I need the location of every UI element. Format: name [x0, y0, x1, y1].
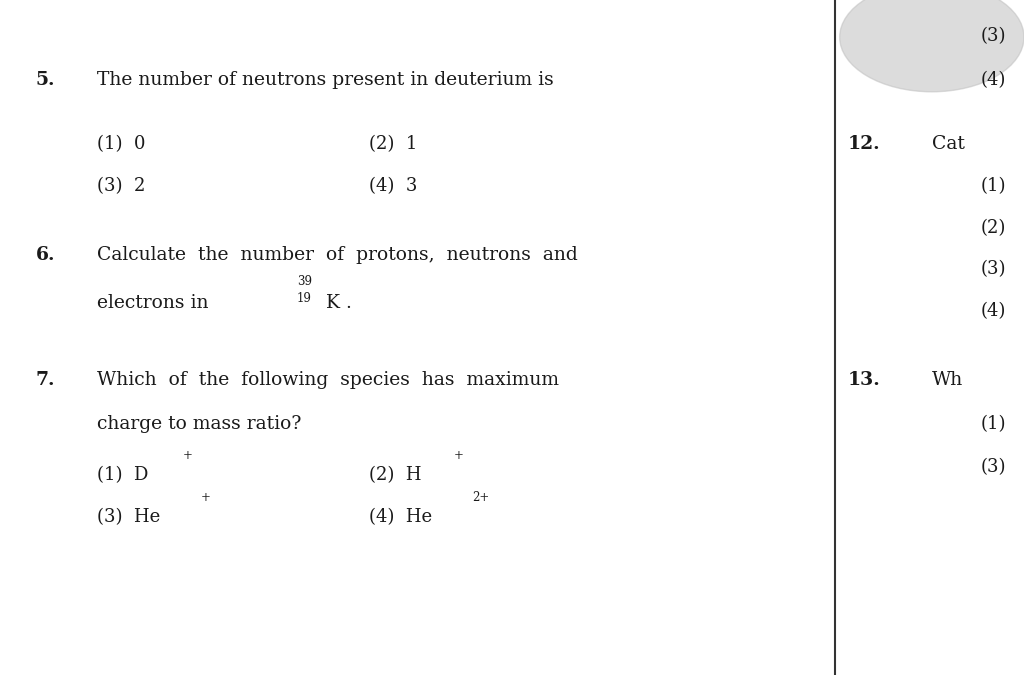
Text: +: + — [454, 449, 464, 462]
Text: (1): (1) — [981, 177, 1007, 195]
Text: (3): (3) — [981, 27, 1007, 45]
Text: (2)  H: (2) H — [369, 466, 421, 484]
Text: (4)  He: (4) He — [369, 508, 432, 526]
Text: K .: K . — [326, 294, 351, 312]
Text: 19: 19 — [297, 292, 312, 305]
Text: Calculate  the  number  of  protons,  neutrons  and: Calculate the number of protons, neutron… — [97, 246, 578, 265]
Text: (3)  He: (3) He — [97, 508, 161, 526]
Text: (2)  1: (2) 1 — [369, 135, 417, 153]
Text: 12.: 12. — [848, 135, 881, 153]
Text: +: + — [201, 491, 211, 504]
Text: (1)  0: (1) 0 — [97, 135, 145, 153]
Text: 39: 39 — [297, 275, 312, 288]
Text: charge to mass ratio?: charge to mass ratio? — [97, 415, 302, 433]
Text: (4): (4) — [981, 302, 1007, 321]
Text: (1)  D: (1) D — [97, 466, 148, 484]
Text: 13.: 13. — [848, 371, 881, 389]
Ellipse shape — [840, 0, 1024, 92]
Text: (1): (1) — [981, 415, 1007, 433]
Text: (3): (3) — [981, 261, 1007, 279]
Text: Which  of  the  following  species  has  maximum: Which of the following species has maxim… — [97, 371, 559, 389]
Text: (4): (4) — [981, 71, 1007, 89]
Text: (2): (2) — [981, 219, 1007, 237]
Text: 2+: 2+ — [472, 491, 489, 504]
Text: electrons in: electrons in — [97, 294, 209, 312]
Text: Wh: Wh — [932, 371, 964, 389]
Text: 6.: 6. — [36, 246, 55, 265]
Text: Cat: Cat — [932, 135, 965, 153]
Text: (3): (3) — [981, 458, 1007, 476]
Text: The number of neutrons present in deuterium is: The number of neutrons present in deuter… — [97, 71, 554, 89]
Text: (4)  3: (4) 3 — [369, 177, 417, 195]
Text: 5.: 5. — [36, 71, 55, 89]
Text: (3)  2: (3) 2 — [97, 177, 145, 195]
Text: 7.: 7. — [36, 371, 55, 389]
Text: +: + — [182, 449, 193, 462]
